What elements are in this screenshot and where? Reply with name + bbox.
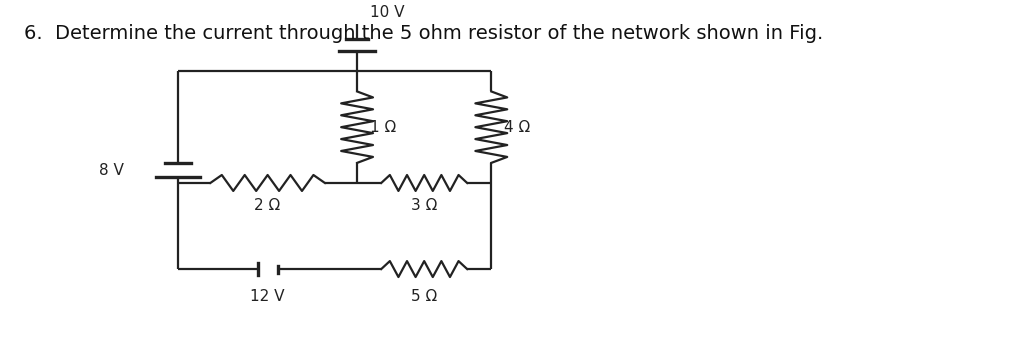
Text: 12 V: 12 V — [250, 289, 285, 304]
Text: 5 Ω: 5 Ω — [411, 289, 437, 304]
Text: 4 Ω: 4 Ω — [504, 120, 530, 135]
Text: 1 Ω: 1 Ω — [370, 120, 396, 135]
Text: 3 Ω: 3 Ω — [411, 198, 437, 213]
Text: 6.  Determine the current through the 5 ohm resistor of the network shown in Fig: 6. Determine the current through the 5 o… — [24, 24, 823, 42]
Text: 2 Ω: 2 Ω — [255, 198, 281, 213]
Text: 10 V: 10 V — [370, 5, 404, 20]
Text: 8 V: 8 V — [98, 163, 124, 178]
